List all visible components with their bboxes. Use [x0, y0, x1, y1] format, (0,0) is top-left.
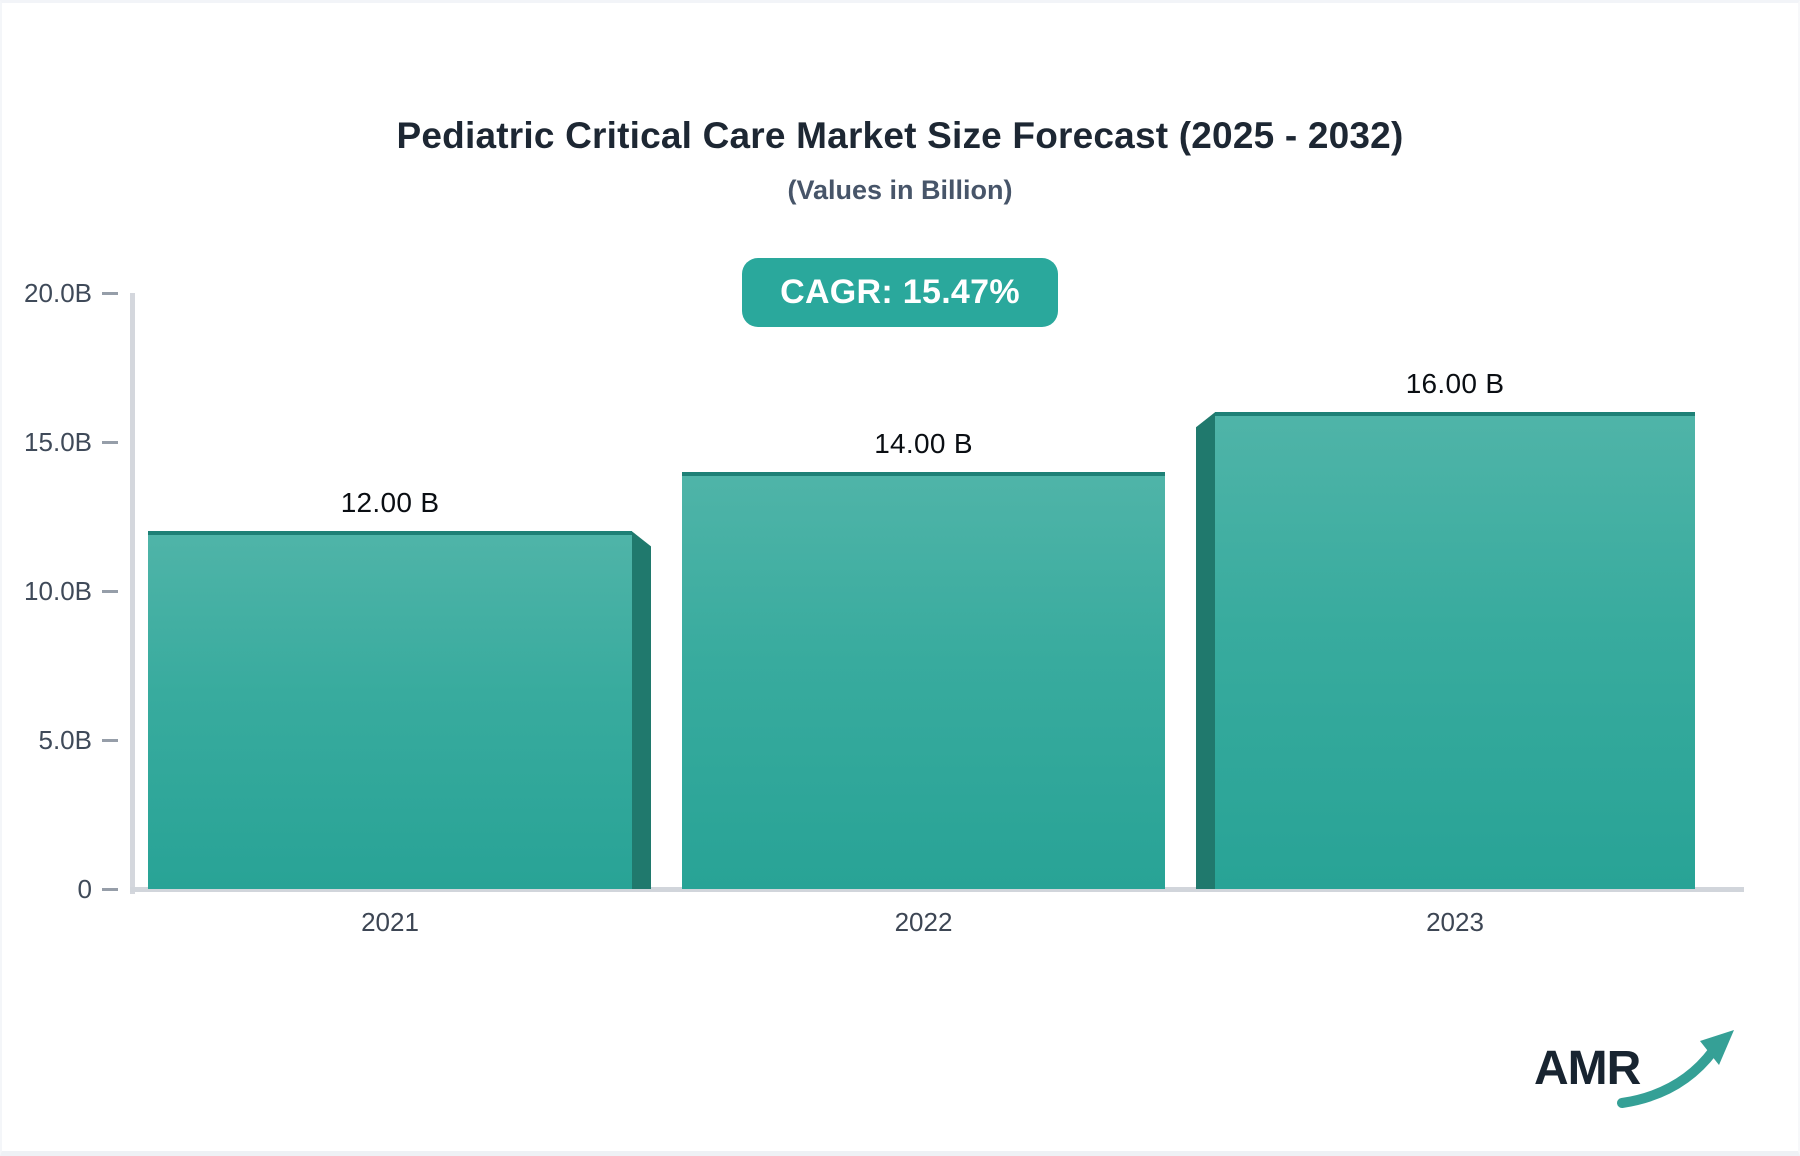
amr-logo-text: AMR	[1534, 1042, 1641, 1095]
cagr-badge: CAGR: 15.47%	[742, 258, 1058, 327]
chart-title: Pediatric Critical Care Market Size Fore…	[396, 115, 1404, 156]
y-tick-label: 20.0B	[24, 278, 92, 308]
y-axis-line	[130, 293, 135, 894]
chart-subtitle: (Values in Billion)	[787, 175, 1013, 205]
bar-value-label: 16.00 B	[1405, 368, 1505, 400]
x-axis-line	[130, 887, 1744, 892]
bar-value-label: 14.00 B	[874, 427, 973, 459]
amr-logo: AMR	[1534, 1030, 1744, 1125]
y-tick-label: 15.0B	[24, 427, 92, 457]
bar-2023	[1215, 412, 1695, 889]
x-axis-label-2023: 2023	[1426, 907, 1484, 937]
y-tick-label: 5.0B	[38, 725, 93, 755]
bar-2021	[148, 531, 632, 889]
y-tick	[102, 291, 118, 295]
cagr-badge-row: CAGR: 15.47%	[2, 258, 1798, 327]
y-tick	[102, 738, 118, 742]
x-axis-label-2021: 2021	[361, 907, 419, 937]
y-tick-label: 0	[77, 874, 92, 904]
bar-2022	[682, 471, 1165, 889]
bar-value-label: 12.00 B	[340, 487, 440, 519]
bar-3d-side-face	[632, 531, 651, 889]
y-tick-label: 10.0B	[24, 576, 92, 606]
plot-area: 0 5.0B 10.0B 15.0B 20.0B 12.00 B 2021 14.00 B 20…	[24, 280, 1744, 937]
x-axis-label-2022: 2022	[894, 907, 953, 937]
bar-3d-side-face	[1196, 412, 1215, 889]
y-tick	[102, 440, 118, 444]
growth-arrow-icon	[1617, 1030, 1734, 1108]
y-tick	[102, 589, 118, 593]
y-tick	[102, 887, 118, 891]
